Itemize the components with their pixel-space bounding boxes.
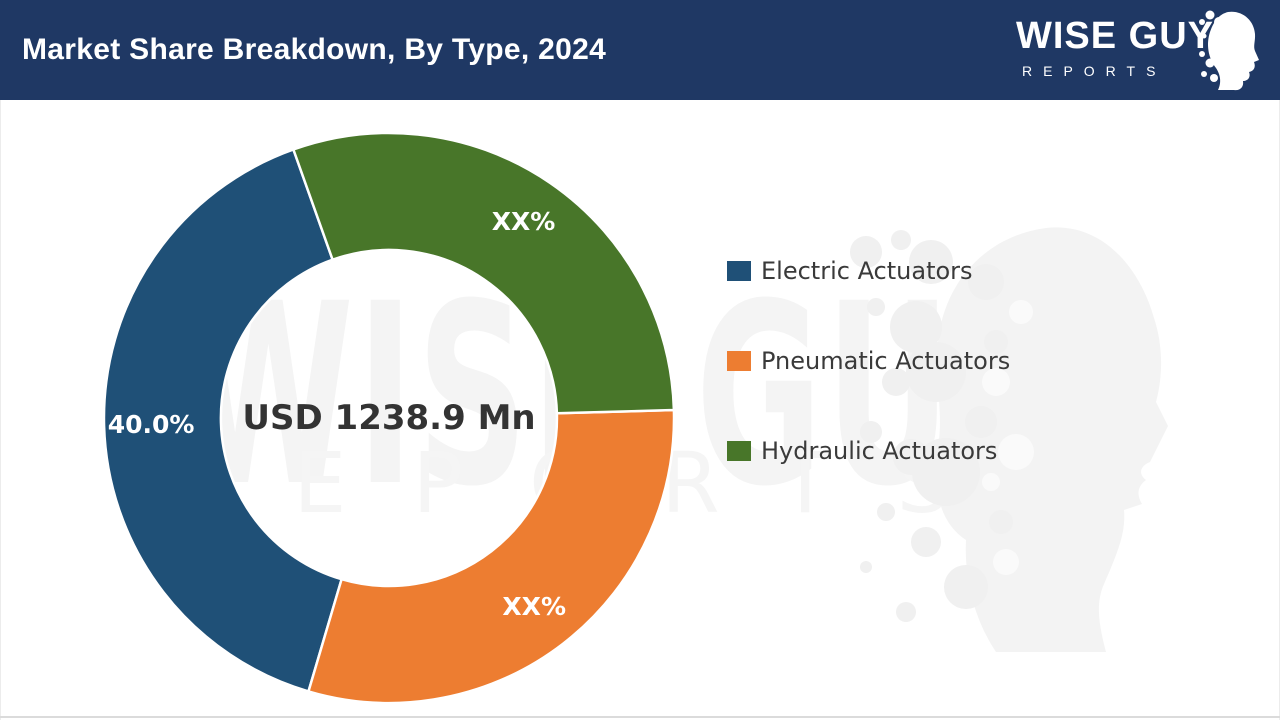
logo-wordmark: WISE GUY <box>1016 15 1214 57</box>
legend-swatch <box>727 261 751 281</box>
logo-face-icon <box>1198 10 1259 91</box>
legend-swatch <box>727 351 751 371</box>
header-bar: Market Share Breakdown, By Type, 2024 WI… <box>0 0 1280 100</box>
donut-segment-hydraulic-actuators <box>292 131 676 415</box>
donut-segment-pneumatic-actuators <box>307 408 676 705</box>
segment-labels: 40.0% XX% XX% <box>108 207 566 621</box>
segment-label-hydraulic-actuators: XX% <box>492 207 556 236</box>
donut-segment-electric-actuators <box>102 148 343 693</box>
legend-label: Pneumatic Actuators <box>761 347 1011 375</box>
segment-label-pneumatic-actuators: XX% <box>502 592 566 621</box>
bottom-border-line <box>0 716 1280 718</box>
legend-label: Hydraulic Actuators <box>761 437 998 465</box>
segment-label-electric-actuators: 40.0% <box>108 410 195 439</box>
donut-center-label: USD 1238.9 Mn <box>242 398 535 438</box>
donut-chart: 40.0% XX% XX% USD 1238.9 Mn <box>102 131 676 705</box>
legend-item-electric-actuators: Electric Actuators <box>727 257 973 285</box>
wise-guy-reports-logo: WISE GUY REPORTS <box>1016 10 1259 91</box>
chart-area: WISE GUY REPORTS 40.0%XX%XX% <box>0 100 1280 720</box>
page-title: Market Share Breakdown, By Type, 2024 <box>22 33 607 66</box>
legend-item-pneumatic-actuators: Pneumatic Actuators <box>727 347 1010 375</box>
donut-segments <box>102 131 676 705</box>
legend-swatch <box>727 441 751 461</box>
legend-label: Electric Actuators <box>761 257 973 285</box>
logo-subtext: REPORTS <box>1022 63 1166 79</box>
legend-item-hydraulic-actuators: Hydraulic Actuators <box>727 437 997 465</box>
